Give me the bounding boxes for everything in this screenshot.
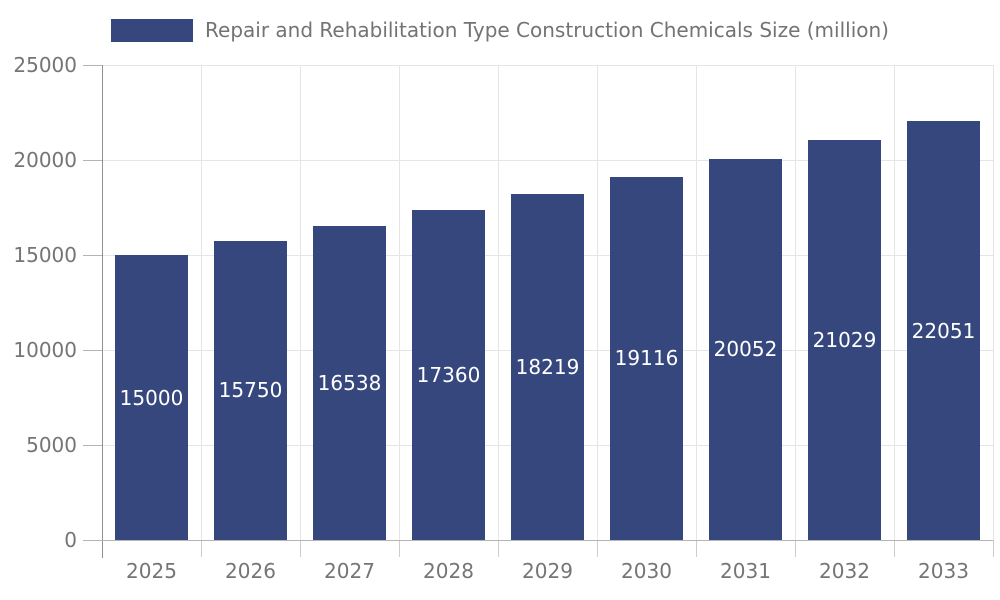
y-axis-label: 25000	[13, 53, 77, 77]
y-axis-line	[101, 65, 103, 558]
x-axis-label: 2027	[324, 559, 375, 583]
v-gridline	[992, 65, 994, 540]
bar-2025[interactable]: 15000	[114, 255, 189, 540]
x-axis-label: 2032	[819, 559, 870, 583]
x-tick	[794, 540, 796, 557]
x-tick	[398, 540, 400, 557]
bar-2031[interactable]: 20052	[708, 159, 783, 540]
legend-label: Repair and Rehabilitation Type Construct…	[205, 18, 889, 42]
bar-value-label: 17360	[416, 363, 481, 388]
y-axis-label: 20000	[13, 148, 77, 172]
y-axis-label: 10000	[13, 338, 77, 362]
x-axis-label: 2026	[225, 559, 276, 583]
v-gridline	[695, 65, 697, 540]
x-axis-label: 2025	[126, 559, 177, 583]
bar-2030[interactable]: 19116	[609, 176, 684, 540]
h-gridline	[102, 64, 993, 66]
bar-value-label: 16538	[317, 370, 382, 395]
y-axis-label: 5000	[26, 433, 77, 457]
x-tick	[596, 540, 598, 557]
bar-value-label: 19116	[614, 346, 679, 371]
bar-2028[interactable]: 17360	[411, 210, 486, 540]
x-axis-label: 2031	[720, 559, 771, 583]
legend-swatch	[111, 18, 194, 42]
x-axis-line	[83, 539, 993, 541]
y-tick	[83, 349, 102, 351]
x-axis-label: 2030	[621, 559, 672, 583]
x-tick	[200, 540, 202, 557]
x-tick	[992, 540, 994, 557]
v-gridline	[794, 65, 796, 540]
bar-2033[interactable]: 22051	[906, 121, 981, 540]
v-gridline	[893, 65, 895, 540]
bar-value-label: 20052	[713, 337, 778, 362]
bar-value-label: 15000	[119, 385, 184, 410]
bar-value-label: 21029	[812, 328, 877, 353]
x-tick	[299, 540, 301, 557]
bar-2027[interactable]: 16538	[312, 225, 387, 540]
y-tick	[83, 159, 102, 161]
bar-value-label: 22051	[911, 318, 976, 343]
x-tick	[497, 540, 499, 557]
y-axis-label: 0	[64, 528, 77, 552]
bar-2029[interactable]: 18219	[510, 193, 585, 540]
x-tick	[893, 540, 895, 557]
v-gridline	[497, 65, 499, 540]
y-axis-label: 15000	[13, 243, 77, 267]
x-axis-label: 2028	[423, 559, 474, 583]
x-axis-label: 2033	[918, 559, 969, 583]
y-tick	[83, 444, 102, 446]
v-gridline	[398, 65, 400, 540]
bar-value-label: 15750	[218, 378, 283, 403]
h-gridline	[102, 159, 993, 161]
chart-legend[interactable]: Repair and Rehabilitation Type Construct…	[0, 17, 1000, 43]
bar-value-label: 18219	[515, 354, 580, 379]
x-axis-label: 2029	[522, 559, 573, 583]
v-gridline	[299, 65, 301, 540]
v-gridline	[200, 65, 202, 540]
v-gridline	[596, 65, 598, 540]
bar-2032[interactable]: 21029	[807, 140, 882, 540]
y-tick	[83, 64, 102, 66]
bar-2026[interactable]: 15750	[213, 240, 288, 540]
y-tick	[83, 254, 102, 256]
x-tick	[695, 540, 697, 557]
